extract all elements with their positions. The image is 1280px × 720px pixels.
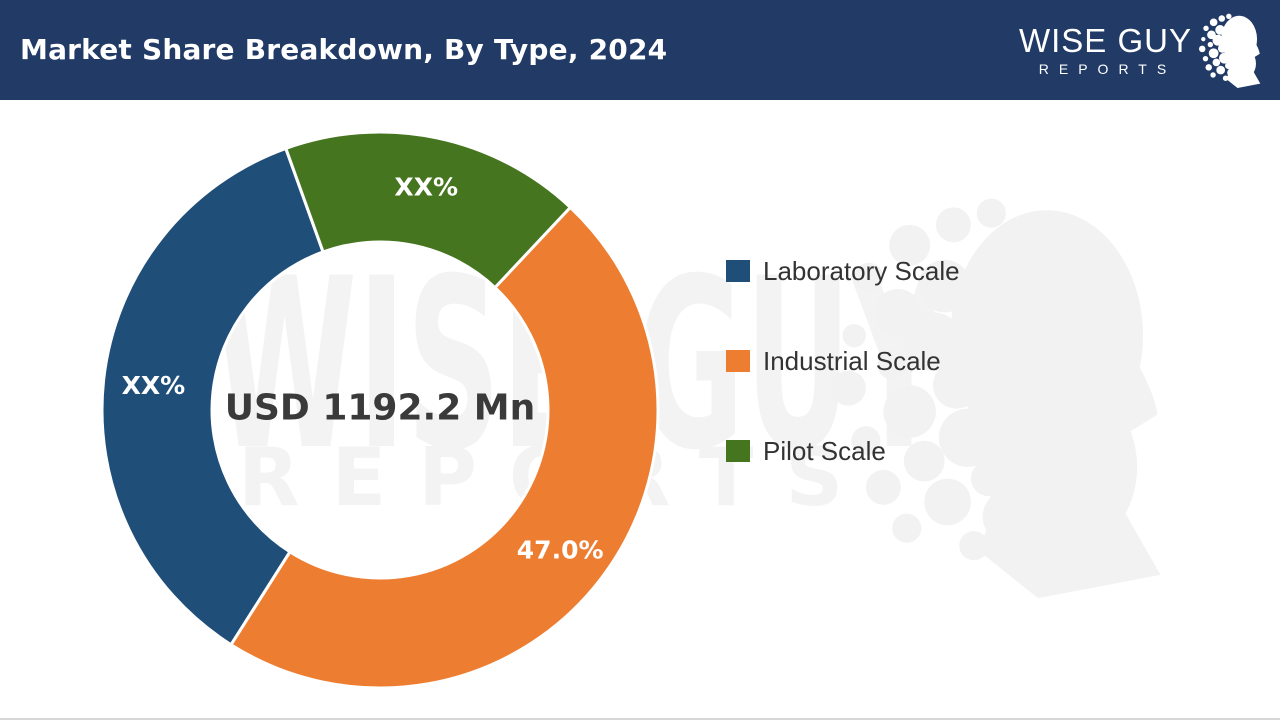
header-bar: Market Share Breakdown, By Type, 2024 WI… — [0, 0, 1280, 100]
legend-swatch-laboratory-scale — [726, 260, 750, 282]
segment-value-label: XX% — [394, 173, 458, 202]
legend-item-industrial-scale: Industrial Scale — [726, 344, 960, 378]
brand-name: WISE GUY — [1018, 22, 1192, 60]
donut-segment-pilot-scale — [284, 130, 572, 290]
page-title: Market Share Breakdown, By Type, 2024 — [20, 33, 668, 66]
legend-label: Laboratory Scale — [763, 255, 960, 286]
bottom-divider — [0, 718, 1280, 720]
brand-subtitle: REPORTS — [1038, 60, 1177, 77]
legend-swatch-pilot-scale — [726, 440, 750, 462]
legend-label: Industrial Scale — [763, 345, 941, 376]
brand-text: WISE GUY REPORTS — [1018, 22, 1192, 77]
watermark-head-icon — [830, 198, 1161, 599]
segment-value-label: XX% — [122, 371, 186, 400]
wise-guy-head-icon — [1198, 13, 1261, 88]
segment-value-label: 47.0% — [517, 536, 604, 565]
legend-label: Pilot Scale — [763, 435, 886, 466]
brand-logo: WISE GUY REPORTS — [1019, 8, 1264, 92]
legend: Laboratory Scale Industrial Scale Pilot … — [726, 254, 960, 468]
legend-item-laboratory-scale: Laboratory Scale — [726, 254, 960, 288]
donut-segment-laboratory-scale — [100, 146, 325, 647]
donut-segment-industrial-scale — [229, 205, 660, 690]
chart-center-label: USD 1192.2 Mn — [224, 387, 536, 429]
legend-item-pilot-scale: Pilot Scale — [726, 434, 960, 468]
donut-chart: XX% 47.0% XX% — [100, 130, 660, 690]
legend-swatch-industrial-scale — [726, 350, 750, 372]
